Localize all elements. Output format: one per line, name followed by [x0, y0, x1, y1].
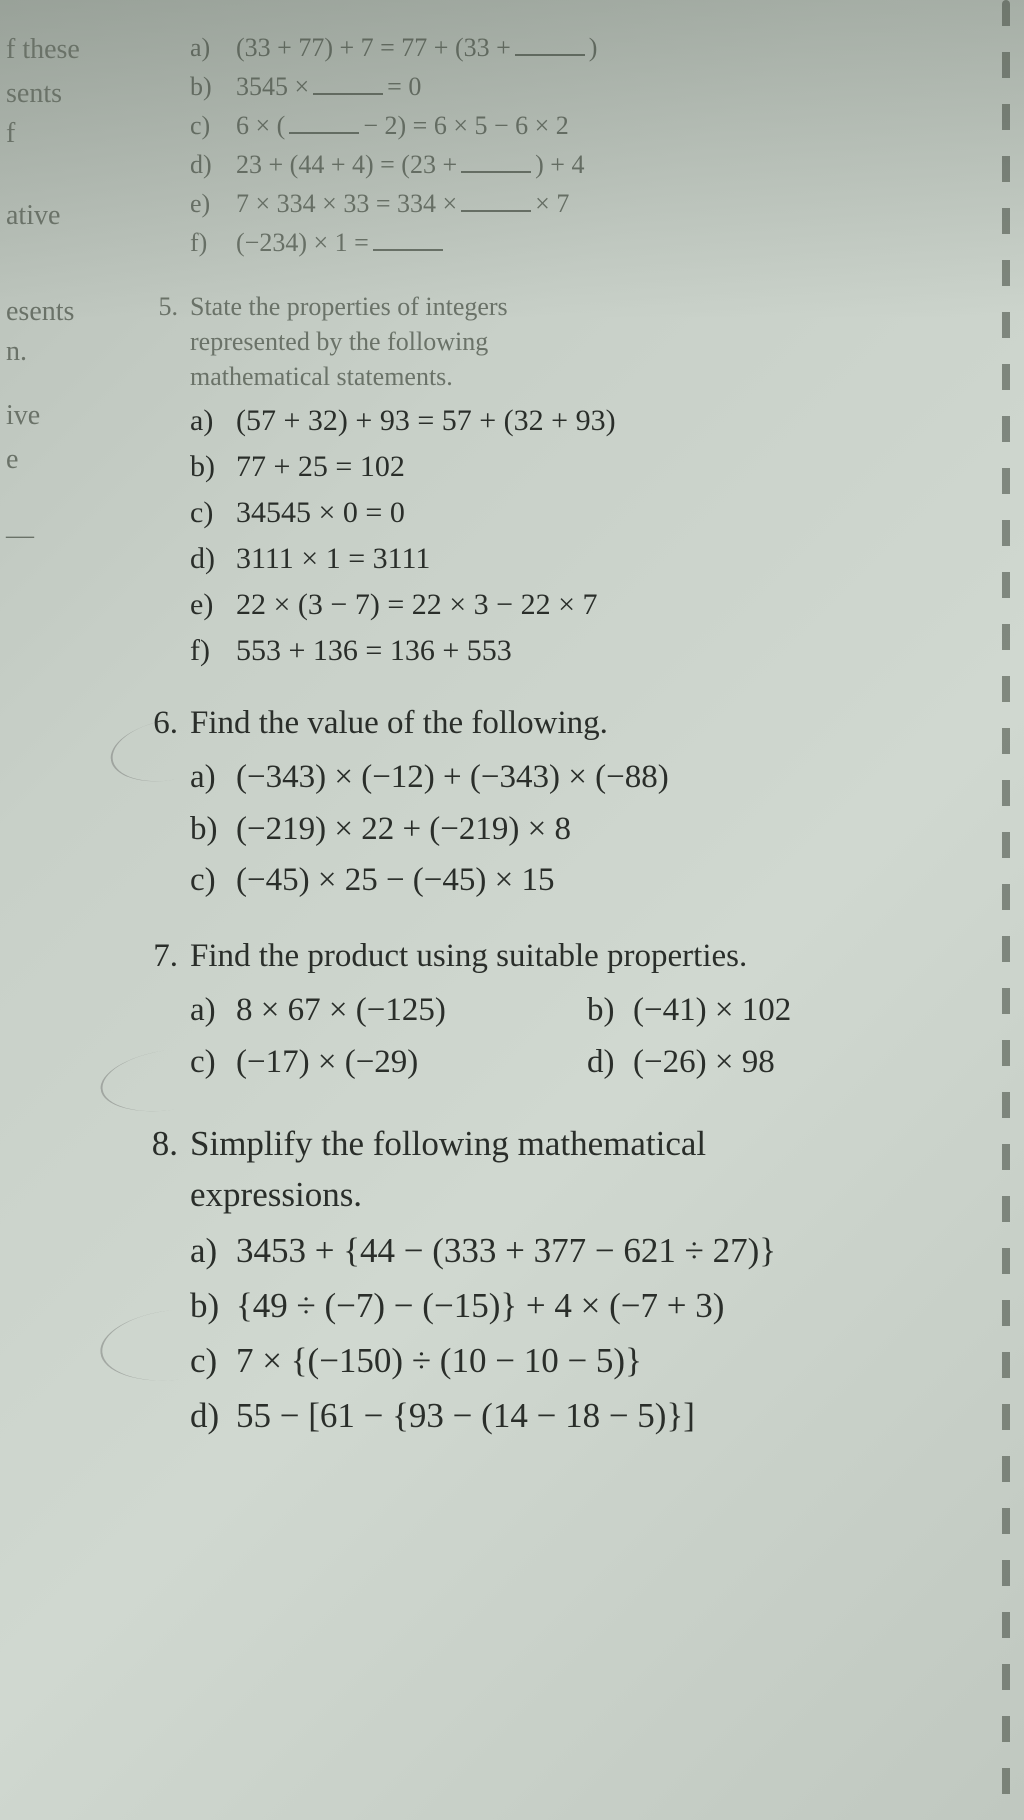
- page: f these sents f ative esents n. ive e — …: [0, 0, 1024, 1820]
- item-letter: d): [190, 147, 236, 182]
- item-letter: a): [190, 754, 236, 802]
- margin-text: sents: [6, 78, 62, 110]
- question-7: 7. Find the product using suitable prope…: [140, 933, 984, 1091]
- question-number: 7.: [140, 933, 190, 981]
- item-letter: b): [587, 987, 633, 1035]
- item-letter: b): [190, 806, 236, 854]
- item-text: 3111 × 1 = 3111: [236, 538, 984, 580]
- question-stem: Find the value of the following.: [190, 700, 984, 748]
- question-number: 6.: [140, 700, 190, 748]
- item-letter: a): [190, 30, 236, 65]
- item-text: (−17) × (−29): [236, 1039, 587, 1087]
- item-letter: b): [190, 1281, 236, 1332]
- item-text: 553 + 136 = 136 + 553: [236, 630, 984, 672]
- margin-text: ive: [6, 400, 40, 432]
- question-stem: Simplify the following mathematical expr…: [190, 1119, 984, 1221]
- item-text: (33 + 77) + 7 = 77 + (33 +): [236, 30, 984, 65]
- perforation-edge: [1002, 0, 1010, 1820]
- item-text: 77 + 25 = 102: [236, 446, 984, 488]
- item-text: 3453 + {44 − (333 + 377 − 621 ÷ 27)}: [236, 1226, 984, 1277]
- item-letter: f): [190, 225, 236, 260]
- question-5: 5. State the properties of integers repr…: [140, 289, 984, 672]
- item-letter: a): [190, 987, 236, 1035]
- item-letter: a): [190, 400, 236, 442]
- margin-text: f these: [6, 34, 80, 66]
- question-number: 5.: [140, 289, 190, 324]
- item-letter: f): [190, 630, 236, 672]
- item-text: 22 × (3 − 7) = 22 × 3 − 22 × 7: [236, 584, 984, 626]
- item-letter: d): [587, 1039, 633, 1087]
- item-text: 34545 × 0 = 0: [236, 492, 984, 534]
- item-text: 7 × 334 × 33 = 334 ×× 7: [236, 186, 984, 221]
- item-text: 23 + (44 + 4) = (23 +) + 4: [236, 147, 984, 182]
- item-letter: c): [190, 857, 236, 905]
- margin-text: f: [6, 118, 15, 150]
- question-stem: Find the product using suitable properti…: [190, 933, 984, 981]
- item-letter: b): [190, 69, 236, 104]
- item-letter: a): [190, 1226, 236, 1277]
- item-text: 8 × 67 × (−125): [236, 987, 587, 1035]
- item-letter: c): [190, 1336, 236, 1387]
- item-letter: b): [190, 446, 236, 488]
- margin-text: n.: [6, 336, 27, 368]
- item-text: 6 × (− 2) = 6 × 5 − 6 × 2: [236, 108, 984, 143]
- question-stem: State the properties of integers represe…: [190, 289, 984, 394]
- item-letter: c): [190, 108, 236, 143]
- item-letter: e): [190, 584, 236, 626]
- item-text: (−234) × 1 =: [236, 225, 984, 260]
- item-text: (−41) × 102: [633, 987, 984, 1035]
- item-text: 3545 ×= 0: [236, 69, 984, 104]
- item-text: (−45) × 25 − (−45) × 15: [236, 857, 984, 905]
- item-text: (−26) × 98: [633, 1039, 984, 1087]
- margin-text: —: [6, 520, 34, 552]
- left-margin: f these sents f ative esents n. ive e —: [0, 0, 120, 1820]
- margin-text: e: [6, 444, 18, 476]
- item-letter: d): [190, 538, 236, 580]
- item-text: (−219) × 22 + (−219) × 8: [236, 806, 984, 854]
- item-text: 55 − [61 − {93 − (14 − 18 − 5)}]: [236, 1391, 984, 1442]
- question-number: 8.: [140, 1119, 190, 1170]
- item-text: {49 ÷ (−7) − (−15)} + 4 × (−7 + 3): [236, 1281, 984, 1332]
- item-text: (57 + 32) + 93 = 57 + (32 + 93): [236, 400, 984, 442]
- question-4-tail: a)(33 + 77) + 7 = 77 + (33 +) b)3545 ×= …: [140, 30, 984, 261]
- margin-text: ative: [6, 200, 60, 232]
- item-letter: d): [190, 1391, 236, 1442]
- question-8: 8. Simplify the following mathematical e…: [140, 1119, 984, 1442]
- item-text: (−343) × (−12) + (−343) × (−88): [236, 754, 984, 802]
- margin-text: esents: [6, 296, 74, 328]
- item-text: 7 × {(−150) ÷ (10 − 10 − 5)}: [236, 1336, 984, 1387]
- content: a)(33 + 77) + 7 = 77 + (33 +) b)3545 ×= …: [140, 20, 984, 1441]
- item-letter: e): [190, 186, 236, 221]
- question-6: 6. Find the value of the following. a)(−…: [140, 700, 984, 905]
- item-letter: c): [190, 492, 236, 534]
- item-letter: c): [190, 1039, 236, 1087]
